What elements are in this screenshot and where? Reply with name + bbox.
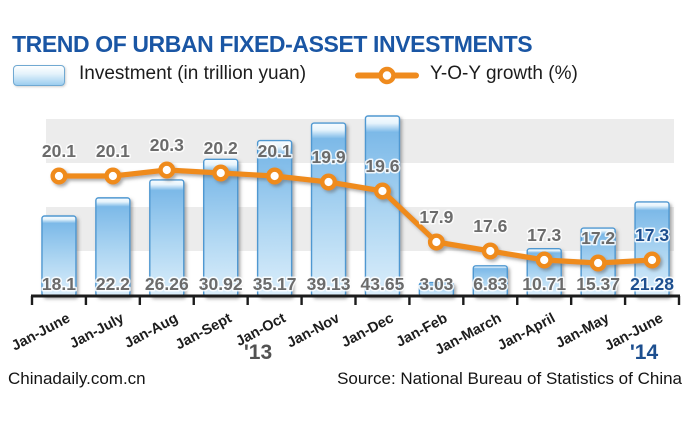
x-axis-tick bbox=[462, 296, 465, 305]
x-axis-label: Jan-Aug bbox=[122, 310, 181, 351]
growth-value-label: 17.6 bbox=[473, 216, 507, 236]
x-axis-tick bbox=[408, 296, 411, 305]
growth-marker bbox=[643, 251, 661, 269]
grid-stripe bbox=[46, 119, 674, 163]
growth-value-label: 20.1 bbox=[258, 141, 292, 161]
x-axis-tick bbox=[300, 296, 303, 305]
growth-marker bbox=[320, 173, 338, 191]
growth-marker bbox=[50, 167, 68, 185]
year-label: '14 bbox=[630, 341, 659, 364]
bar-value-label: 30.92 bbox=[199, 274, 243, 294]
growth-marker bbox=[427, 233, 445, 251]
growth-line bbox=[56, 167, 655, 266]
legend: Investment (in trillion yuan) Y-O-Y grow… bbox=[0, 62, 685, 90]
investment-bar bbox=[256, 139, 293, 297]
growth-value-label: 20.2 bbox=[204, 138, 238, 158]
x-axis-label: Jan-Dec bbox=[339, 310, 396, 351]
bar-value-label: 3.03 bbox=[419, 274, 453, 294]
growth-marker bbox=[589, 254, 607, 272]
x-axis-label: Jan-April bbox=[495, 310, 558, 354]
x-axis-label: Jan-May bbox=[553, 310, 612, 351]
x-axis-label: Jan-June bbox=[9, 310, 73, 354]
growth-value-label: 17.2 bbox=[581, 228, 615, 248]
website-credit: Chinadaily.com.cn bbox=[8, 369, 146, 388]
x-axis-tick bbox=[84, 296, 88, 305]
bar-value-label: 35.17 bbox=[253, 274, 297, 294]
chart-plot: 20.1 20.1 20.3 20.2 20.1 19.9 19.6 17.9 17.6 17.3… bbox=[9, 115, 681, 364]
bar-value-label: 26.26 bbox=[145, 274, 189, 294]
year-label: '13 bbox=[244, 341, 272, 364]
growth-marker bbox=[104, 167, 122, 185]
investment-bar bbox=[364, 115, 401, 297]
legend-investment-label: Investment (in trillion yuan) bbox=[79, 63, 307, 84]
growth-marker bbox=[212, 164, 230, 182]
grid-stripe bbox=[46, 207, 674, 251]
growth-value-label: 20.1 bbox=[42, 141, 76, 161]
bar-value-label: 15.37 bbox=[576, 274, 620, 294]
legend-growth-label: Y-O-Y growth (%) bbox=[430, 63, 578, 84]
growth-value-label: 19.6 bbox=[365, 156, 399, 176]
growth-value-label: 17.9 bbox=[419, 207, 453, 227]
x-axis-tick bbox=[30, 296, 34, 305]
bar-value-label: 21.28 bbox=[630, 274, 674, 294]
growth-marker bbox=[481, 242, 499, 260]
growth-marker bbox=[373, 182, 391, 200]
growth-value-label: 20.3 bbox=[150, 135, 184, 155]
bar-swatch-icon bbox=[13, 65, 65, 86]
x-axis-tick bbox=[569, 296, 573, 305]
bar-value-label: 10.71 bbox=[522, 274, 566, 294]
bar-value-label: 43.65 bbox=[361, 274, 405, 294]
x-axis-tick bbox=[192, 296, 195, 305]
x-axis-tick bbox=[354, 296, 357, 305]
x-axis-tick bbox=[516, 296, 519, 305]
growth-value-label: 17.3 bbox=[527, 225, 561, 245]
x-axis-label: Jan-Nov bbox=[284, 310, 342, 351]
x-axis-tick bbox=[138, 296, 142, 305]
bar-value-label: 39.13 bbox=[307, 274, 351, 294]
growth-value-label: 19.9 bbox=[312, 147, 346, 167]
x-axis-tick bbox=[246, 296, 249, 305]
growth-line-series bbox=[50, 161, 661, 272]
growth-marker bbox=[158, 161, 176, 179]
x-axis-tick bbox=[623, 296, 627, 305]
x-axis-tick bbox=[677, 296, 681, 305]
line-marker-icon bbox=[355, 66, 419, 85]
bar-value-label: 18.1 bbox=[42, 274, 76, 294]
x-axis-label: Jan-July bbox=[67, 310, 126, 352]
x-axis-label: Jan-Sept bbox=[173, 310, 235, 353]
bar-value-label: 22.2 bbox=[96, 274, 130, 294]
growth-value-label: 17.3 bbox=[635, 225, 669, 245]
growth-marker bbox=[266, 167, 284, 185]
source-credit: Source: National Bureau of Statistics of… bbox=[337, 369, 682, 388]
bar-value-label: 6.83 bbox=[473, 274, 507, 294]
growth-marker bbox=[535, 251, 553, 269]
growth-value-label: 20.1 bbox=[96, 141, 130, 161]
chart-title: TREND OF URBAN FIXED-ASSET INVESTMENTS bbox=[12, 31, 533, 57]
